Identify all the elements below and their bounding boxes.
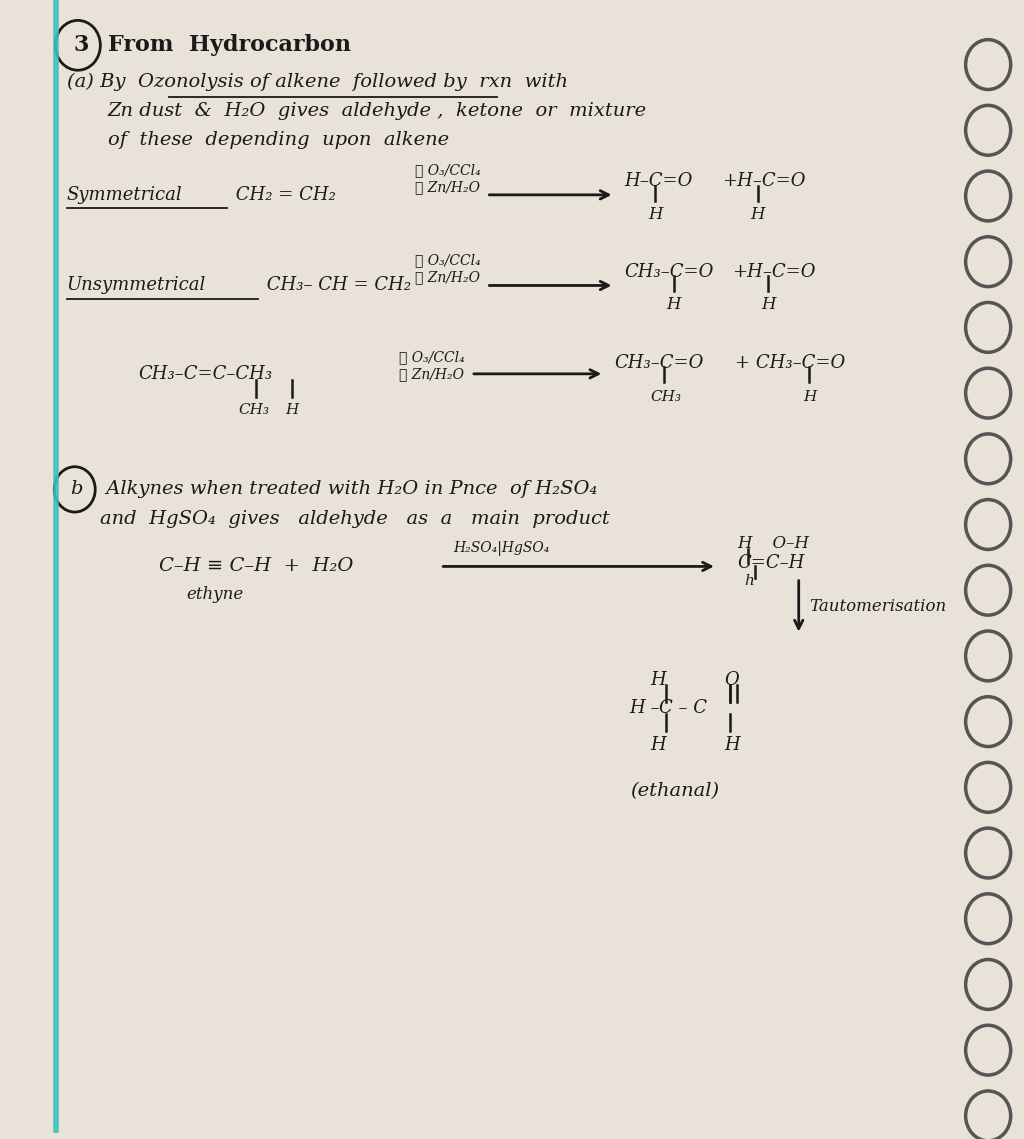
Text: +H–C=O: +H–C=O [732, 263, 816, 281]
Text: of  these  depending  upon  alkene: of these depending upon alkene [108, 131, 449, 149]
Text: C–H ≡ C–H  +  H₂O: C–H ≡ C–H + H₂O [159, 557, 353, 575]
Text: ethyne: ethyne [186, 587, 244, 604]
Text: +H–C=O: +H–C=O [722, 172, 806, 190]
Text: H    O–H: H O–H [737, 535, 809, 552]
Text: C=C–H: C=C–H [737, 554, 805, 572]
Text: From  Hydrocarbon: From Hydrocarbon [108, 34, 350, 56]
Text: CH₂ = CH₂: CH₂ = CH₂ [230, 186, 336, 204]
Text: H: H [650, 737, 666, 754]
Text: ② Zn/H₂O: ② Zn/H₂O [399, 367, 464, 380]
Text: ② Zn/H₂O: ② Zn/H₂O [415, 180, 479, 194]
Text: H: H [761, 296, 775, 313]
Text: (a) By  Ozonolysis of alkene  followed by  rxn  with: (a) By Ozonolysis of alkene followed by … [67, 73, 567, 91]
Text: H: H [650, 671, 666, 689]
Text: CH₃–C=O: CH₃–C=O [625, 263, 714, 281]
Text: O: O [724, 671, 738, 689]
Text: ① O₃/CCl₄: ① O₃/CCl₄ [415, 254, 480, 268]
Text: ② Zn/H₂O: ② Zn/H₂O [415, 271, 479, 285]
Text: ① O₃/CCl₄: ① O₃/CCl₄ [415, 163, 480, 177]
Text: H₂SO₄|HgSO₄: H₂SO₄|HgSO₄ [454, 541, 550, 556]
Text: H: H [751, 206, 765, 222]
Text: CH₃– CH = CH₂: CH₃– CH = CH₂ [261, 277, 412, 295]
Text: + CH₃–C=O: + CH₃–C=O [735, 353, 846, 371]
Text: 3: 3 [74, 34, 89, 56]
Text: CH₃–C=O: CH₃–C=O [614, 353, 703, 371]
Text: Alkynes when treated with H₂O in Pnce  of H₂SO₄: Alkynes when treated with H₂O in Pnce of… [100, 481, 598, 499]
Text: H: H [803, 390, 816, 403]
Text: ① O₃/CCl₄: ① O₃/CCl₄ [399, 350, 465, 363]
Text: H: H [667, 296, 681, 313]
Text: Symmetrical: Symmetrical [67, 186, 182, 204]
Text: CH₃–C=C–CH₃: CH₃–C=C–CH₃ [138, 364, 272, 383]
Text: H: H [724, 737, 739, 754]
Text: CH₃: CH₃ [650, 390, 681, 403]
Text: Tautomerisation: Tautomerisation [809, 598, 946, 615]
Text: H: H [286, 403, 299, 417]
Text: C – C: C – C [659, 699, 708, 718]
Text: Zn dust  &  H₂O  gives  aldehyde ,  ketone  or  mixture: Zn dust & H₂O gives aldehyde , ketone or… [108, 103, 646, 120]
Text: (ethanal): (ethanal) [630, 781, 719, 800]
Text: CH₃: CH₃ [239, 403, 269, 417]
Text: H–C=O: H–C=O [625, 172, 693, 190]
Text: and  HgSO₄  gives   aldehyde   as  a   main  product: and HgSO₄ gives aldehyde as a main produ… [100, 510, 610, 527]
Text: Unsymmetrical: Unsymmetrical [67, 277, 206, 295]
Text: b: b [71, 481, 83, 499]
Text: h: h [744, 574, 755, 588]
Text: H –: H – [630, 699, 660, 718]
Text: H: H [648, 206, 663, 222]
